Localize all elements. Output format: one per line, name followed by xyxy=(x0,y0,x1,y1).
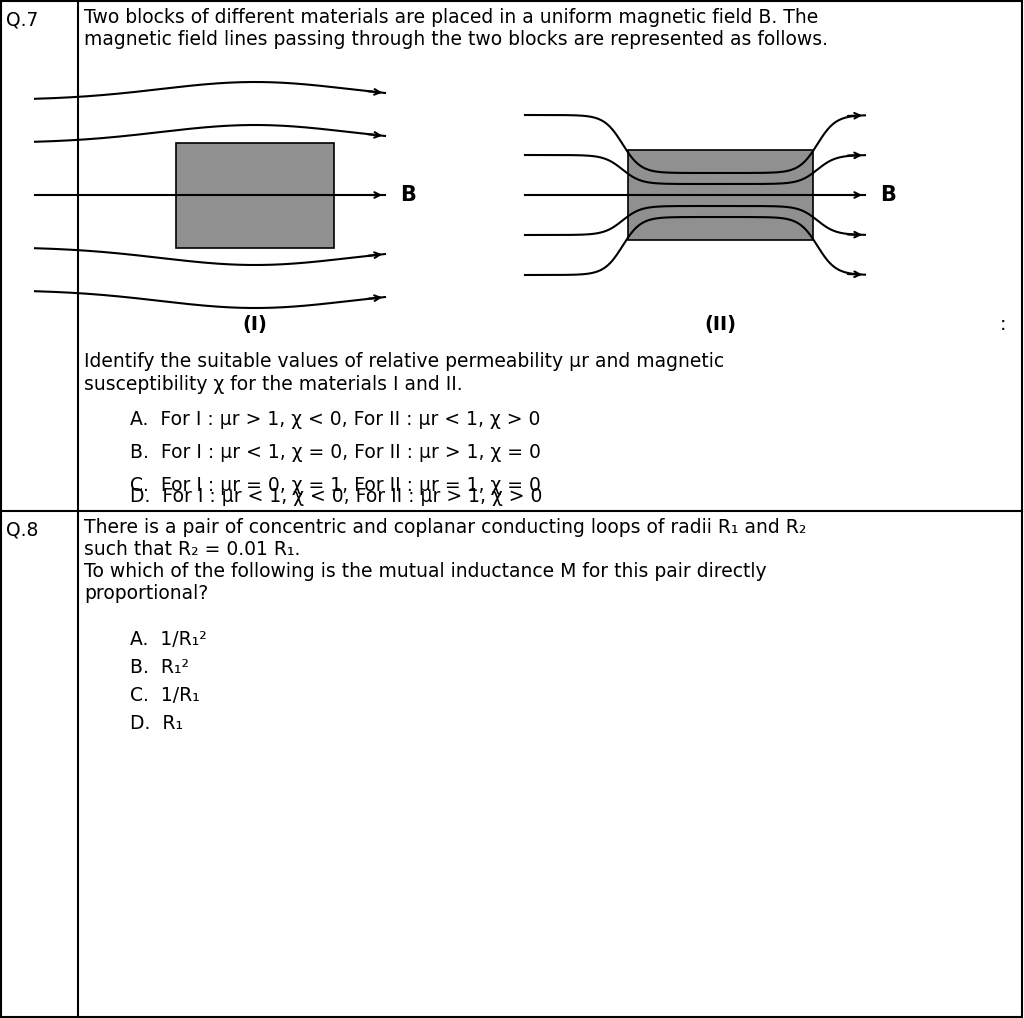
Text: B.  For I : μr < 1, χ = 0, For II : μr > 1, χ = 0: B. For I : μr < 1, χ = 0, For II : μr > … xyxy=(130,443,541,462)
Text: D.  R₁: D. R₁ xyxy=(130,714,183,733)
Text: B: B xyxy=(880,185,896,205)
Text: B.  R₁²: B. R₁² xyxy=(130,658,189,677)
Text: A.  1/R₁²: A. 1/R₁² xyxy=(130,630,207,649)
Text: (I): (I) xyxy=(243,315,267,334)
Text: To which of the following is the mutual inductance M for this pair directly: To which of the following is the mutual … xyxy=(84,562,767,581)
Text: Q.8: Q.8 xyxy=(6,520,38,539)
Text: C.  For I : μr = 0, χ = 1, For II : μr = 1, χ = 0: C. For I : μr = 0, χ = 1, For II : μr = … xyxy=(130,476,541,495)
Text: magnetic field lines passing through the two blocks are represented as follows.: magnetic field lines passing through the… xyxy=(84,30,828,49)
Text: Q.7: Q.7 xyxy=(6,10,38,29)
Bar xyxy=(628,150,812,240)
Text: Two blocks of different materials are placed in a uniform magnetic field B. The: Two blocks of different materials are pl… xyxy=(84,8,818,27)
Text: B: B xyxy=(400,185,416,205)
Text: D.  For I : μr < 1, χ < 0, For II : μr > 1, χ > 0: D. For I : μr < 1, χ < 0, For II : μr > … xyxy=(130,487,543,506)
Text: susceptibility χ for the materials I and II.: susceptibility χ for the materials I and… xyxy=(84,375,463,394)
Text: C.  1/R₁: C. 1/R₁ xyxy=(130,686,200,705)
Text: There is a pair of concentric and coplanar conducting loops of radii R₁ and R₂: There is a pair of concentric and coplan… xyxy=(84,518,806,538)
Text: such that R₂ = 0.01 R₁.: such that R₂ = 0.01 R₁. xyxy=(84,540,300,559)
Text: (II): (II) xyxy=(705,315,736,334)
Text: :: : xyxy=(1000,315,1007,334)
Text: Identify the suitable values of relative permeability μr and magnetic: Identify the suitable values of relative… xyxy=(84,352,724,371)
Text: proportional?: proportional? xyxy=(84,584,208,603)
Text: A.  For I : μr > 1, χ < 0, For II : μr < 1, χ > 0: A. For I : μr > 1, χ < 0, For II : μr < … xyxy=(130,410,541,429)
Bar xyxy=(176,143,334,247)
